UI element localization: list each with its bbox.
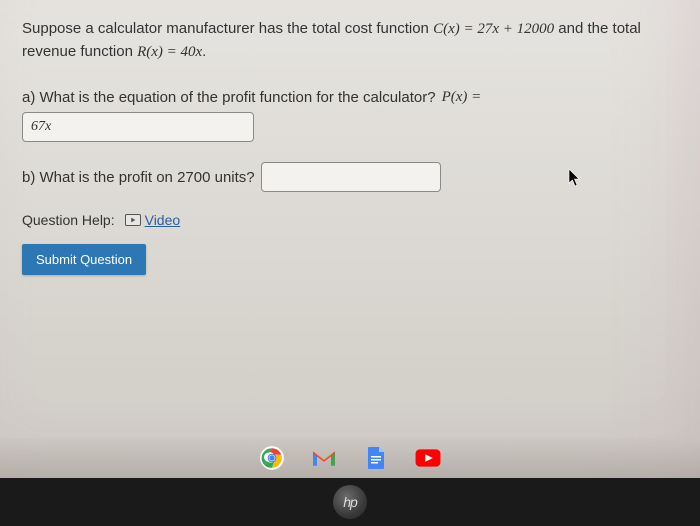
part-b-row: b) What is the profit on 2700 units? — [22, 162, 678, 192]
taskbar — [0, 438, 700, 478]
part-a-prompt: a) What is the equation of the profit fu… — [22, 89, 436, 106]
question-help-label: Question Help: — [22, 212, 115, 228]
problem-line1-post: and the total — [554, 20, 641, 37]
hp-logo-text: hp — [343, 494, 357, 510]
problem-line2-pre: revenue function — [22, 43, 137, 60]
play-icon — [125, 214, 141, 226]
docs-icon[interactable] — [363, 445, 389, 471]
monitor-bezel: hp — [0, 478, 700, 526]
video-help-link[interactable]: Video — [125, 212, 181, 228]
part-a-row: a) What is the equation of the profit fu… — [22, 89, 678, 142]
part-b-prompt: b) What is the profit on 2700 units? — [22, 169, 255, 186]
video-help-label: Video — [145, 212, 181, 228]
part-a-answer-input[interactable] — [22, 112, 254, 142]
problem-statement: Suppose a calculator manufacturer has th… — [22, 18, 678, 63]
chrome-icon[interactable] — [259, 445, 285, 471]
quiz-screen: Suppose a calculator manufacturer has th… — [0, 0, 700, 478]
youtube-icon[interactable] — [415, 445, 441, 471]
problem-line2-post: . — [202, 43, 206, 60]
px-label: P(x) = — [442, 89, 482, 106]
part-b-answer-input[interactable] — [261, 162, 441, 192]
submit-question-button[interactable]: Submit Question — [22, 244, 146, 275]
question-help-row: Question Help: Video — [22, 212, 678, 228]
cost-function: C(x) = 27x + 12000 — [433, 21, 554, 37]
hp-logo-icon: hp — [333, 485, 367, 519]
revenue-function: R(x) = 40x — [137, 44, 202, 60]
problem-line1-pre: Suppose a calculator manufacturer has th… — [22, 20, 433, 37]
gmail-icon[interactable] — [311, 445, 337, 471]
